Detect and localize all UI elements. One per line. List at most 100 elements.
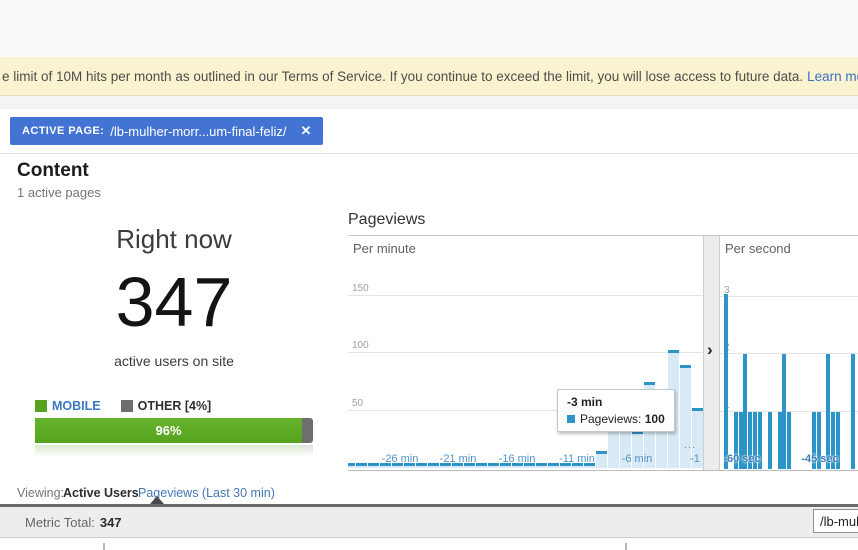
pageviews-minute-bar-cap[interactable]	[427, 462, 439, 466]
pageviews-second-bar[interactable]	[777, 411, 782, 469]
pageviews-second-bar[interactable]	[826, 354, 831, 469]
chip-close-icon[interactable]: ✕	[300, 123, 312, 138]
metric-total-label: Metric Total:	[25, 514, 95, 530]
pageviews-minute-bar[interactable]	[631, 433, 643, 468]
pageviews-minute-bar[interactable]	[403, 465, 415, 468]
viewing-pageviews-link[interactable]: Pageviews (Last 30 min)	[138, 486, 275, 500]
pageviews-minute-bar[interactable]	[571, 465, 583, 468]
pageviews-minute-bar-cap[interactable]	[475, 462, 487, 466]
pageviews-minute-bar-cap[interactable]	[559, 462, 571, 466]
pageviews-minute-bar[interactable]	[367, 465, 379, 468]
pageviews-second-bar[interactable]	[743, 354, 748, 469]
pageviews-minute-bar-cap[interactable]	[583, 462, 595, 466]
pageviews-minute-bar-cap[interactable]	[691, 407, 703, 411]
pageviews-minute-bar[interactable]	[463, 465, 475, 468]
top-band	[0, 0, 858, 57]
pageviews-minute-bar-cap[interactable]	[355, 462, 367, 466]
pageviews-minute-bar-cap[interactable]	[463, 462, 475, 466]
pageviews-second-bar[interactable]	[831, 411, 836, 469]
tooltip-series-label: Pageviews:	[580, 412, 642, 426]
metric-total-bar: Metric Total: 347	[0, 504, 858, 538]
pageviews-minute-bar-cap[interactable]	[451, 462, 463, 466]
per-minute-chart: Per minute -3 min Pageviews: 100 ... 50 1…	[348, 236, 703, 470]
pageviews-minute-bar-cap[interactable]	[403, 462, 415, 466]
pageviews-minute-bar[interactable]	[348, 465, 355, 468]
pageviews-minute-bar[interactable]	[451, 465, 463, 468]
other-share-segment	[302, 418, 313, 443]
pageviews-second-bar[interactable]	[733, 411, 738, 469]
pageviews-minute-bar-cap[interactable]	[499, 462, 511, 466]
pageviews-second-bar[interactable]	[836, 411, 840, 469]
pageviews-title: Pageviews	[348, 211, 426, 228]
pageviews-minute-bar[interactable]	[379, 465, 391, 468]
pageviews-minute-bar[interactable]	[415, 465, 427, 468]
pageviews-minute-bar-cap[interactable]	[547, 462, 559, 466]
x-axis-tick: -1	[690, 453, 700, 465]
pageviews-minute-bar-cap[interactable]	[487, 462, 499, 466]
pageviews-minute-bar[interactable]	[691, 410, 703, 468]
right-now-card: Right now 347 active users on site	[35, 224, 313, 369]
pageviews-second-bar[interactable]	[758, 411, 763, 469]
pageviews-second-bar[interactable]	[811, 411, 816, 469]
learn-more-link[interactable]: Learn more ab	[807, 68, 858, 84]
pageviews-minute-bar[interactable]	[499, 465, 511, 468]
x-axis-tick: -11 min	[559, 453, 595, 465]
pageviews-minute-bar[interactable]	[523, 465, 535, 468]
pageviews-minute-bar-cap[interactable]	[523, 462, 535, 466]
pageviews-minute-bar-cap[interactable]	[415, 462, 427, 466]
active-users-caption: active users on site	[114, 353, 234, 369]
pageviews-minute-bar-cap[interactable]	[379, 462, 391, 466]
pageviews-second-bar[interactable]	[767, 411, 772, 469]
pageviews-minute-bar[interactable]	[679, 367, 691, 468]
pageviews-minute-bar[interactable]	[487, 465, 499, 468]
pageviews-minute-bar-cap[interactable]	[643, 382, 655, 386]
pageviews-minute-bar-cap[interactable]	[631, 430, 643, 434]
active-page-filter-chip[interactable]: ACTIVE PAGE: /lb-mulher-morr...um-final-…	[10, 117, 324, 145]
pageviews-second-bar[interactable]	[724, 293, 728, 469]
pageviews-minute-bar-cap[interactable]	[679, 364, 691, 368]
pageviews-minute-bar-cap[interactable]	[571, 462, 583, 466]
pageviews-minute-bar[interactable]	[427, 465, 439, 468]
pageviews-minute-bar-cap[interactable]	[367, 462, 379, 466]
pageviews-minute-bar[interactable]	[391, 465, 403, 468]
pageviews-minute-bar[interactable]	[355, 465, 367, 468]
pageviews-second-bar[interactable]	[748, 411, 753, 469]
pageviews-minute-bar[interactable]	[475, 465, 487, 468]
pageviews-minute-bar-cap[interactable]	[348, 462, 355, 466]
pageviews-minute-bar-cap[interactable]	[511, 462, 523, 466]
x-axis-tick: -6 min	[621, 453, 653, 465]
pageviews-minute-bar[interactable]	[439, 465, 451, 468]
pageviews-minute-bar[interactable]	[595, 454, 607, 468]
pageviews-minute-bar[interactable]	[583, 465, 595, 468]
right-now-title: Right now	[116, 224, 232, 254]
table-divider-mark	[625, 543, 627, 550]
pageviews-minute-bar[interactable]	[535, 465, 547, 468]
pageviews-second-bar[interactable]	[738, 411, 743, 469]
pageviews-second-bar[interactable]	[816, 411, 821, 469]
x-axis-tick: -26 min	[381, 453, 419, 465]
pageviews-minute-bar-cap[interactable]	[439, 462, 451, 466]
pageviews-second-bar[interactable]	[753, 411, 758, 469]
pageviews-second-bar[interactable]	[782, 354, 787, 469]
pageviews-minute-bar[interactable]	[547, 465, 559, 468]
pageviews-minute-bar-cap[interactable]	[535, 462, 547, 466]
chevron-right-icon[interactable]: ›	[707, 340, 713, 359]
chip-label: ACTIVE PAGE:	[22, 125, 105, 137]
viewing-active-users-tab[interactable]: Active Users	[63, 486, 139, 500]
pageviews-minute-bar[interactable]	[607, 427, 619, 468]
pageviews-second-bar[interactable]	[787, 411, 792, 469]
pageviews-minute-bar[interactable]	[511, 465, 523, 468]
pageviews-minute-bar[interactable]	[655, 404, 667, 468]
pageviews-minute-bar-cap[interactable]	[667, 350, 679, 353]
x-axis-tick: -21 min	[439, 453, 477, 465]
pageviews-minute-bar[interactable]	[619, 427, 631, 468]
chart-expander[interactable]: ›	[703, 236, 720, 470]
pageviews-second-bar[interactable]	[850, 354, 855, 469]
pageviews-minute-bar[interactable]	[559, 465, 571, 468]
quota-warning-banner: e limit of 10M hits per month as outline…	[0, 57, 858, 96]
y-axis-tick: 100	[352, 340, 369, 351]
page-title: Content	[17, 160, 89, 181]
table-filter-input[interactable]	[813, 509, 858, 533]
pageviews-minute-bar-cap[interactable]	[595, 451, 607, 455]
pageviews-minute-bar-cap[interactable]	[391, 462, 403, 466]
